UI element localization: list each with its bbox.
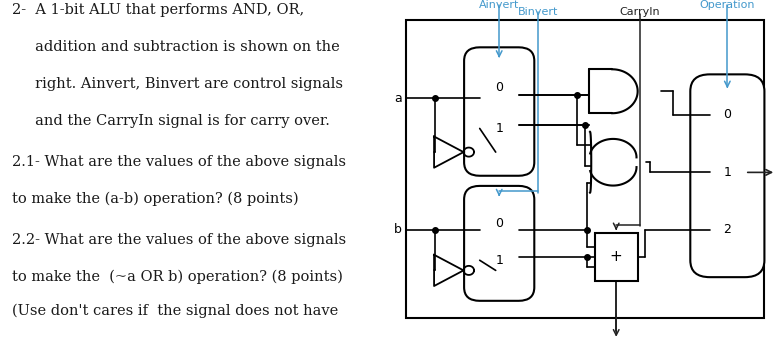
Text: CarryIn: CarryIn	[619, 7, 660, 17]
Text: 2-  A 1-bit ALU that performs AND, OR,: 2- A 1-bit ALU that performs AND, OR,	[12, 3, 304, 17]
Text: 0: 0	[723, 108, 732, 121]
FancyBboxPatch shape	[464, 47, 534, 176]
Text: 0: 0	[495, 81, 503, 94]
Text: a: a	[394, 92, 402, 104]
Text: Operation: Operation	[700, 0, 755, 10]
Bar	[594, 233, 638, 281]
Text: to make the (a-b) operation? (8 points): to make the (a-b) operation? (8 points)	[12, 192, 298, 206]
Text: (Use don't cares if  the signal does not have: (Use don't cares if the signal does not …	[12, 303, 338, 318]
Text: 1: 1	[723, 166, 732, 179]
Text: 0: 0	[495, 217, 503, 230]
Text: 1: 1	[495, 254, 503, 267]
Text: addition and subtraction is shown on the: addition and subtraction is shown on the	[12, 40, 339, 54]
FancyBboxPatch shape	[464, 186, 534, 301]
Text: Binvert: Binvert	[518, 7, 558, 17]
Text: +: +	[610, 249, 622, 264]
Text: and the CarryIn signal is for carry over.: and the CarryIn signal is for carry over…	[12, 115, 330, 128]
Text: b: b	[394, 223, 402, 236]
FancyBboxPatch shape	[690, 74, 764, 277]
Text: Ainvert: Ainvert	[479, 0, 519, 10]
Text: to make the  (~a OR b) operation? (8 points): to make the (~a OR b) operation? (8 poin…	[12, 269, 342, 284]
Text: 2.1- What are the values of the above signals: 2.1- What are the values of the above si…	[12, 155, 346, 169]
Bar	[406, 20, 764, 318]
Text: 1: 1	[495, 122, 503, 135]
Text: right. Ainvert, Binvert are control signals: right. Ainvert, Binvert are control sign…	[12, 77, 342, 91]
Text: 2: 2	[723, 223, 732, 236]
Text: 2.2- What are the values of the above signals: 2.2- What are the values of the above si…	[12, 233, 346, 247]
